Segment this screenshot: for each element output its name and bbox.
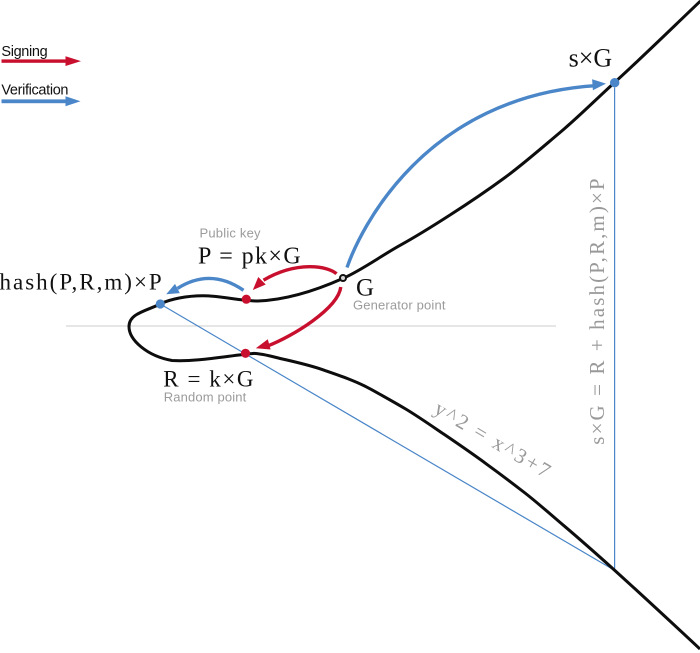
svg-text:P = pk×G: P = pk×G	[198, 244, 302, 270]
svg-text:Signing: Signing	[1, 44, 47, 60]
svg-text:Random point: Random point	[164, 390, 247, 405]
svg-text:hash(P,R,m)×P: hash(P,R,m)×P	[0, 270, 164, 295]
svg-text:s×G = R + hash(P,R,m)×P: s×G = R + hash(P,R,m)×P	[585, 176, 609, 444]
svg-text:s×G: s×G	[569, 43, 613, 72]
svg-text:G: G	[356, 274, 374, 301]
svg-text:Generator point: Generator point	[353, 298, 446, 313]
svg-text:R = k×G: R = k×G	[163, 366, 255, 391]
svg-text:Verification: Verification	[1, 82, 68, 98]
svg-text:Public key: Public key	[200, 225, 262, 240]
